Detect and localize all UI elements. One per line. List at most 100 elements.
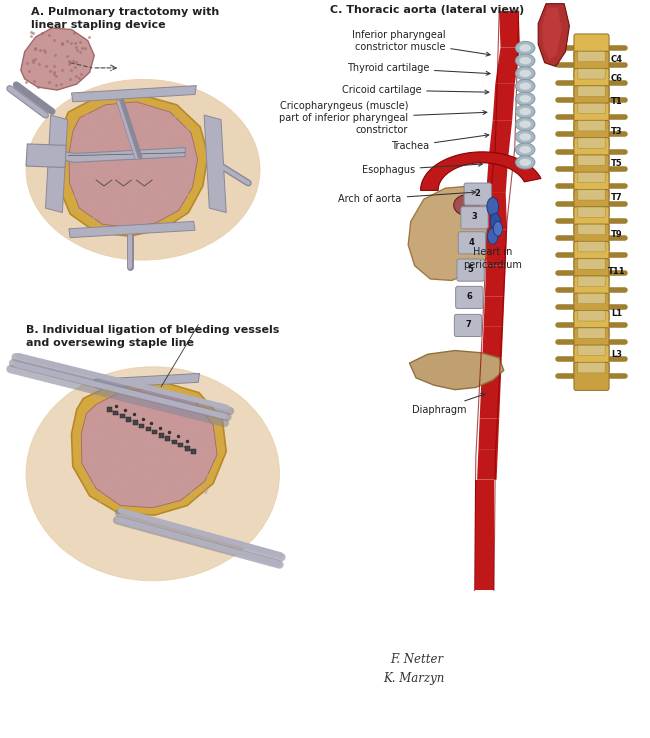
FancyBboxPatch shape xyxy=(574,224,609,252)
FancyBboxPatch shape xyxy=(574,155,609,183)
Polygon shape xyxy=(484,296,504,327)
Text: Cricoid cartilage: Cricoid cartilage xyxy=(342,85,489,95)
FancyBboxPatch shape xyxy=(574,276,609,304)
Polygon shape xyxy=(46,115,68,213)
Text: T1: T1 xyxy=(611,97,623,106)
FancyBboxPatch shape xyxy=(574,120,609,148)
Ellipse shape xyxy=(515,80,535,93)
Text: Trachea: Trachea xyxy=(391,134,489,151)
Polygon shape xyxy=(408,186,502,280)
Polygon shape xyxy=(480,388,500,418)
Polygon shape xyxy=(204,115,226,213)
FancyBboxPatch shape xyxy=(578,328,605,338)
Polygon shape xyxy=(485,266,506,296)
Ellipse shape xyxy=(519,83,531,90)
FancyBboxPatch shape xyxy=(574,328,609,356)
Text: T11: T11 xyxy=(608,267,625,276)
Polygon shape xyxy=(72,380,226,515)
Bar xyxy=(152,430,157,435)
FancyBboxPatch shape xyxy=(578,52,605,62)
Text: 4: 4 xyxy=(469,238,475,246)
FancyBboxPatch shape xyxy=(578,362,605,373)
Polygon shape xyxy=(58,148,185,162)
Bar xyxy=(178,443,183,447)
FancyBboxPatch shape xyxy=(574,362,609,390)
Ellipse shape xyxy=(519,146,531,154)
FancyBboxPatch shape xyxy=(578,294,605,304)
Ellipse shape xyxy=(519,95,531,103)
FancyBboxPatch shape xyxy=(578,138,605,148)
Bar xyxy=(159,433,164,438)
Ellipse shape xyxy=(454,195,480,215)
Text: F. Netter: F. Netter xyxy=(390,653,443,666)
Text: C. Thoracic aorta (lateral view): C. Thoracic aorta (lateral view) xyxy=(330,5,525,15)
Polygon shape xyxy=(542,7,562,59)
FancyBboxPatch shape xyxy=(574,345,609,373)
Text: Esophagus: Esophagus xyxy=(361,162,482,175)
FancyBboxPatch shape xyxy=(574,172,609,200)
Text: B. Individual ligation of bleeding vessels
and oversewing staple line: B. Individual ligation of bleeding vesse… xyxy=(26,325,280,348)
FancyBboxPatch shape xyxy=(574,34,609,62)
Text: 3: 3 xyxy=(472,213,477,221)
Text: A. Pulmonary tractotomy with
linear stapling device: A. Pulmonary tractotomy with linear stap… xyxy=(31,7,220,30)
FancyBboxPatch shape xyxy=(578,207,605,217)
FancyBboxPatch shape xyxy=(461,207,488,229)
Text: Cricopharyngeus (muscle)
part of inferior pharyngeal
constrictor: Cricopharyngeus (muscle) part of inferio… xyxy=(279,101,487,135)
Polygon shape xyxy=(538,4,569,66)
Bar xyxy=(107,407,112,412)
Bar xyxy=(191,449,196,454)
FancyBboxPatch shape xyxy=(574,103,609,131)
Polygon shape xyxy=(482,327,503,357)
Text: L3: L3 xyxy=(611,350,622,359)
Ellipse shape xyxy=(519,120,531,128)
Ellipse shape xyxy=(519,108,531,115)
FancyBboxPatch shape xyxy=(578,86,605,97)
Text: 7: 7 xyxy=(465,320,471,329)
Ellipse shape xyxy=(515,131,535,144)
Text: 6: 6 xyxy=(466,292,473,301)
FancyBboxPatch shape xyxy=(578,241,605,252)
Bar xyxy=(139,424,144,428)
Text: K. Marzyn: K. Marzyn xyxy=(384,672,445,685)
Polygon shape xyxy=(69,221,195,238)
FancyBboxPatch shape xyxy=(458,232,486,254)
Ellipse shape xyxy=(519,57,531,64)
Polygon shape xyxy=(57,94,208,236)
Text: T9: T9 xyxy=(611,230,623,239)
Polygon shape xyxy=(474,480,494,508)
Ellipse shape xyxy=(487,197,499,215)
Polygon shape xyxy=(495,47,520,84)
Polygon shape xyxy=(410,351,504,390)
Ellipse shape xyxy=(26,80,260,260)
FancyBboxPatch shape xyxy=(574,293,609,321)
Polygon shape xyxy=(474,535,494,562)
Text: T7: T7 xyxy=(611,193,623,202)
Ellipse shape xyxy=(515,105,535,118)
Bar xyxy=(146,427,151,431)
FancyBboxPatch shape xyxy=(578,69,605,79)
Polygon shape xyxy=(489,120,512,156)
FancyBboxPatch shape xyxy=(574,311,609,339)
Text: T5: T5 xyxy=(611,159,623,168)
FancyBboxPatch shape xyxy=(578,190,605,200)
Polygon shape xyxy=(477,449,498,480)
FancyBboxPatch shape xyxy=(578,120,605,131)
Polygon shape xyxy=(486,156,508,193)
FancyBboxPatch shape xyxy=(574,258,609,286)
FancyBboxPatch shape xyxy=(464,183,491,205)
Polygon shape xyxy=(493,84,515,120)
Ellipse shape xyxy=(493,221,502,236)
Polygon shape xyxy=(26,144,66,168)
FancyBboxPatch shape xyxy=(578,259,605,269)
Polygon shape xyxy=(486,193,507,230)
Ellipse shape xyxy=(515,143,535,156)
Text: Inferior pharyngeal
constrictor muscle: Inferior pharyngeal constrictor muscle xyxy=(352,30,490,56)
Text: Thyroid cartilage: Thyroid cartilage xyxy=(346,63,490,75)
FancyBboxPatch shape xyxy=(574,190,609,218)
FancyBboxPatch shape xyxy=(457,259,484,281)
Polygon shape xyxy=(478,418,499,449)
Ellipse shape xyxy=(519,69,531,77)
Polygon shape xyxy=(95,373,200,388)
Text: C6: C6 xyxy=(611,75,623,83)
Bar xyxy=(113,410,118,415)
